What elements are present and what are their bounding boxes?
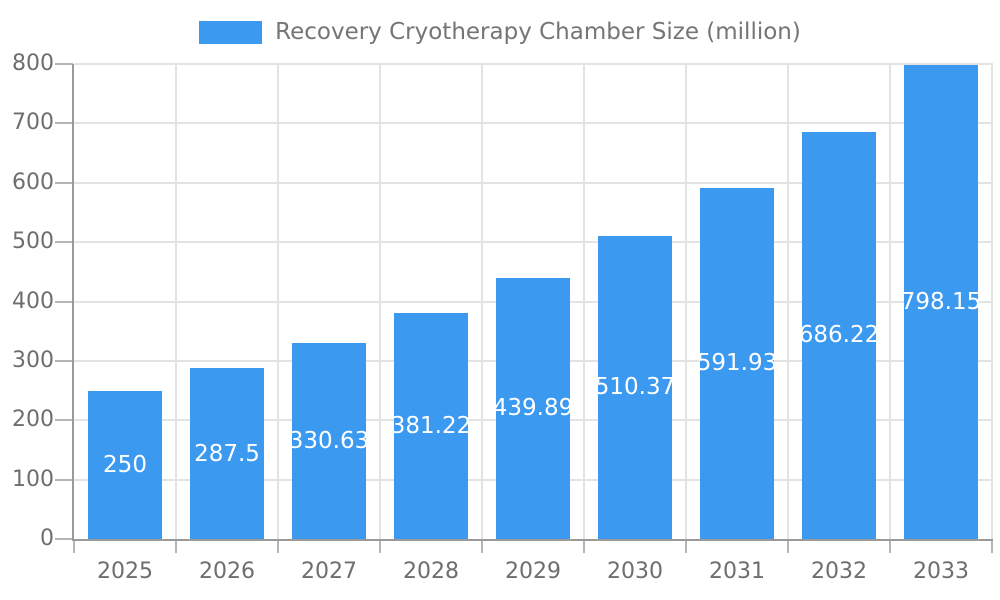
y-axis-tick	[55, 359, 73, 362]
y-tick-label: 800	[12, 51, 54, 76]
x-axis-tick	[787, 539, 789, 553]
x-axis-tick	[175, 539, 177, 553]
x-axis-tick	[991, 539, 993, 553]
y-axis-tick	[55, 300, 73, 303]
y-axis-tick	[55, 122, 73, 125]
x-axis-tick	[481, 539, 483, 553]
bar-2033[interactable]: 798.15	[900, 65, 982, 539]
x-axis-tick	[685, 539, 687, 553]
y-tick-label: 0	[40, 526, 54, 551]
bar-2031[interactable]: 591.93	[696, 187, 778, 539]
gridline-horizontal	[74, 181, 993, 184]
gridline-vertical	[379, 64, 381, 539]
y-tick-label: 400	[12, 288, 54, 314]
x-axis-tick	[583, 539, 585, 553]
x-tick-label: 2033	[913, 559, 969, 584]
x-tick-label: 2030	[607, 559, 663, 584]
y-axis-tick	[55, 478, 73, 481]
y-axis-line	[72, 64, 74, 539]
x-tick-label: 2032	[811, 559, 867, 584]
x-tick-label: 2028	[403, 559, 459, 584]
y-axis-tick	[55, 241, 73, 244]
y-tick-label: 100	[12, 466, 54, 492]
y-tick-label: 200	[12, 407, 54, 433]
gridline-horizontal	[74, 63, 993, 65]
bar-2032[interactable]: 686.22	[798, 131, 880, 539]
x-axis-tick	[73, 539, 75, 553]
gridline-vertical	[481, 64, 483, 539]
legend-swatch-icon	[199, 20, 263, 44]
bar-2026[interactable]: 287.5	[190, 368, 264, 539]
gridline-vertical	[277, 64, 279, 539]
bar-value-label: 250	[103, 451, 147, 478]
bar-value-label: 591.93	[696, 350, 778, 377]
bar-value-label: 510.37	[594, 374, 676, 401]
gridline-vertical	[583, 64, 585, 539]
x-axis-line	[72, 539, 993, 541]
bar-value-label: 439.89	[492, 395, 574, 422]
gridline-vertical	[175, 64, 177, 539]
y-tick-label: 300	[12, 347, 54, 373]
x-axis-tick	[379, 539, 381, 553]
y-tick-label: 500	[12, 229, 54, 255]
x-axis-tick	[277, 539, 279, 553]
x-axis-tick	[889, 539, 891, 553]
gridline-vertical	[889, 64, 891, 539]
gridline-horizontal	[74, 241, 993, 244]
gridline-vertical	[787, 64, 789, 539]
bar-value-label: 798.15	[900, 289, 982, 316]
bar-2029[interactable]: 439.89	[492, 277, 574, 539]
y-tick-label: 600	[12, 169, 54, 195]
bar-value-label: 287.5	[194, 440, 260, 467]
y-axis-tick	[55, 538, 73, 540]
bar-2027[interactable]: 330.63	[288, 342, 370, 539]
gridline-vertical	[991, 64, 993, 539]
bar-value-label: 381.22	[390, 412, 472, 439]
legend[interactable]: Recovery Cryotherapy Chamber Size (milli…	[0, 19, 1000, 45]
y-axis-tick	[55, 181, 73, 184]
x-tick-label: 2025	[97, 559, 153, 584]
y-tick-label: 700	[12, 110, 54, 136]
bar-2025[interactable]: 250	[88, 390, 162, 539]
bar-2030[interactable]: 510.37	[594, 235, 676, 539]
x-tick-label: 2026	[199, 559, 255, 584]
y-axis-tick	[55, 419, 73, 422]
gridline-vertical	[685, 64, 687, 539]
bar-value-label: 686.22	[798, 322, 880, 349]
bar-2028[interactable]: 381.22	[390, 312, 472, 539]
gridline-horizontal	[74, 122, 993, 125]
y-axis-tick	[55, 63, 73, 65]
x-tick-label: 2029	[505, 559, 561, 584]
x-tick-label: 2027	[301, 559, 357, 584]
x-tick-label: 2031	[709, 559, 765, 584]
bar-value-label: 330.63	[288, 427, 370, 454]
legend-label: Recovery Cryotherapy Chamber Size (milli…	[275, 19, 801, 45]
